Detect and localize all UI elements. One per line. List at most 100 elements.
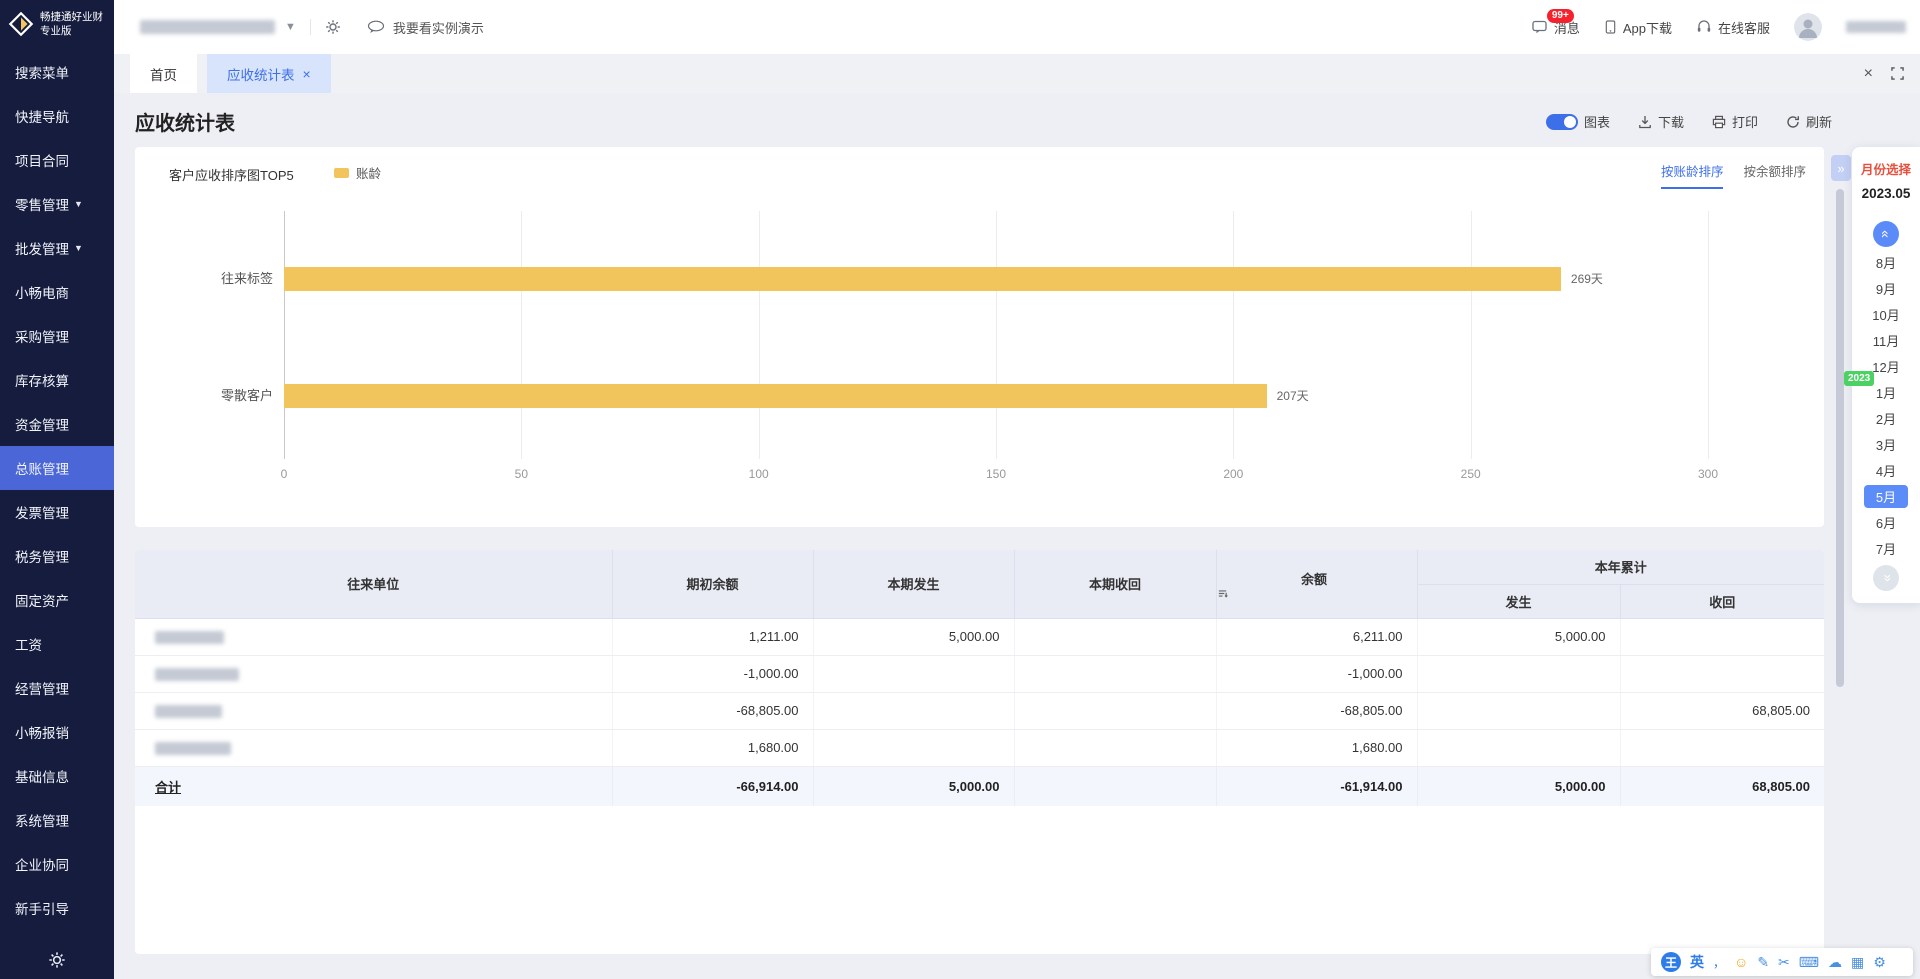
legend-series-name[interactable]: 账龄 (356, 167, 382, 181)
refresh-button[interactable]: 刷新 (1786, 112, 1832, 131)
month-item-3月[interactable]: 3月 (1852, 431, 1920, 457)
bar-往来标签[interactable]: 269天 (284, 267, 1603, 291)
vertical-scrollbar[interactable] (1836, 189, 1844, 687)
scroll-down-icon[interactable]: « (1873, 565, 1899, 591)
header-balance-label: 余额 (1300, 571, 1327, 587)
bar-零散客户[interactable]: 207天 (284, 384, 1309, 408)
sidebar-item[interactable]: 税务管理 (0, 534, 114, 578)
amount-cell: 6,211.00 (1216, 618, 1418, 656)
tabbar: 首页 应收统计表 × × (114, 54, 1920, 93)
sidebar-item[interactable]: 项目合同 (0, 138, 114, 182)
month-item-2月[interactable]: 2月 (1852, 405, 1920, 431)
table-row[interactable]: -1,000.00 -1,000.00 (135, 655, 1824, 693)
chart-view-toggle[interactable] (1545, 113, 1578, 130)
messages-button[interactable]: 消息 99+ (1531, 8, 1580, 37)
demo-link[interactable]: 我要看实例演示 (367, 18, 484, 37)
company-selector[interactable]: ▼ (140, 20, 296, 34)
sort-by-aging-tab[interactable]: 按账龄排序 (1660, 161, 1724, 189)
settings-gear-icon[interactable] (325, 19, 341, 35)
toolbox-icon[interactable]: ▦ (1851, 954, 1865, 970)
redacted-partner-name (155, 705, 222, 719)
table-row[interactable]: -68,805.00 -68,805.00 68,805.00 (135, 692, 1824, 730)
sidebar-item[interactable]: 总账管理 (0, 446, 114, 490)
sidebar-item[interactable]: 工资 (0, 622, 114, 666)
ime-logo[interactable]: 王 (1661, 952, 1681, 972)
month-item-1月[interactable]: 1月 (1852, 379, 1920, 405)
sidebar-item[interactable]: 企业协同 (0, 842, 114, 886)
table-row[interactable]: 1,680.00 1,680.00 (135, 729, 1824, 767)
sidebar-item[interactable]: 小畅报销 (0, 710, 114, 754)
ime-punctuation-mode[interactable]: ， (1713, 955, 1726, 970)
month-item-7月[interactable]: 7月 (1852, 535, 1920, 561)
total-label[interactable]: 合计 (135, 766, 613, 806)
sidebar-item-label: 工资 (15, 638, 42, 653)
sidebar-item[interactable]: 库存核算 (0, 358, 114, 402)
app-download-button[interactable]: App下载 (1604, 18, 1672, 37)
month-item-label: 10月 (1872, 307, 1900, 323)
header-beginning-balance: 期初余额 (612, 550, 814, 619)
smiley-icon[interactable]: ☺ (1734, 954, 1749, 970)
category-label: 零散客户 (220, 388, 273, 403)
amount-cell (1620, 618, 1824, 656)
month-item-9月[interactable]: 9月 (1852, 275, 1920, 301)
print-button[interactable]: 打印 (1712, 112, 1758, 131)
month-item-8月[interactable]: 8月 (1852, 249, 1920, 275)
month-item-11月[interactable]: 11月 (1852, 327, 1920, 353)
tab[interactable]: 首页 (130, 54, 197, 93)
sidebar-item-label: 系统管理 (15, 814, 69, 829)
scissors-icon[interactable]: ✂ (1778, 954, 1790, 970)
print-label: 打印 (1731, 115, 1758, 130)
sidebar-item[interactable]: 固定资产 (0, 578, 114, 622)
sidebar-item[interactable]: 资金管理 (0, 402, 114, 446)
chart-legend-title: 客户应收排序图TOP5 (169, 168, 294, 183)
sidebar-item[interactable]: 发票管理 (0, 490, 114, 534)
user-avatar[interactable] (1794, 13, 1822, 41)
sidebar-item[interactable]: 小畅电商 (0, 270, 114, 314)
amount-cell (1014, 655, 1217, 693)
month-item-12月[interactable]: 12月 (1852, 353, 1920, 379)
amount-cell (1417, 692, 1621, 730)
sidebar-item[interactable]: 快捷导航 (0, 94, 114, 138)
sidebar-item[interactable]: 批发管理 ▼ (0, 226, 114, 270)
tab[interactable]: 应收统计表 × (207, 54, 331, 93)
header-balance: 余额 (1216, 550, 1418, 619)
month-item-6月[interactable]: 6月 (1852, 509, 1920, 535)
month-item-5月[interactable]: 5月 (1852, 483, 1920, 509)
sidebar-item[interactable]: 零售管理 ▼ (0, 182, 114, 226)
online-service-button[interactable]: 在线客服 (1696, 18, 1770, 37)
close-all-tabs-icon[interactable]: × (1863, 64, 1873, 82)
total-amount-cell: 5,000.00 (1417, 766, 1621, 806)
chart-xaxis: 0 50 100 150 200 250 300 (281, 467, 1718, 483)
download-button[interactable]: 下载 (1638, 112, 1684, 131)
keyboard-icon[interactable]: ⌨ (1798, 954, 1819, 970)
sort-icon[interactable] (1217, 588, 1417, 599)
panel-collapse-icon[interactable]: » (1831, 155, 1851, 181)
sidebar-settings-gear-icon[interactable] (0, 951, 114, 969)
cloud-icon[interactable]: ☁ (1828, 954, 1842, 970)
scroll-up-icon[interactable]: « (1873, 221, 1899, 247)
amount-cell (1417, 655, 1621, 693)
partner-name-cell (135, 655, 613, 693)
fullscreen-icon[interactable] (1891, 67, 1904, 80)
sidebar-item[interactable]: 搜索菜单 (0, 50, 114, 94)
tab-close-icon[interactable]: × (302, 65, 311, 82)
table-row[interactable]: 1,211.00 5,000.00 6,211.00 5,000.00 (135, 618, 1824, 656)
sidebar-item[interactable]: 系统管理 (0, 798, 114, 842)
gear-icon[interactable]: ⚙ (1873, 954, 1886, 970)
amount-cell (1014, 729, 1217, 767)
sidebar-item[interactable]: 基础信息 (0, 754, 114, 798)
sidebar-item-label: 资金管理 (15, 418, 69, 433)
sort-by-balance-tab[interactable]: 按余额排序 (1743, 165, 1806, 179)
refresh-icon (1786, 115, 1800, 129)
pencil-icon[interactable]: ✎ (1757, 954, 1770, 970)
table-header: 往来单位 期初余额 本期发生 本期收回 余额 本年累计 发生 收回 (135, 550, 1824, 619)
month-item-10月[interactable]: 10月 (1852, 301, 1920, 327)
sidebar-item[interactable]: 经营管理 (0, 666, 114, 710)
month-item-label: 9月 (1875, 281, 1897, 297)
month-item-4月[interactable]: 4月 (1852, 457, 1920, 483)
sidebar-item[interactable]: 采购管理 (0, 314, 114, 358)
ime-language-mode[interactable]: 英 (1690, 954, 1704, 970)
sidebar-item[interactable]: 新手引导 (0, 886, 114, 930)
month-item-label: 6月 (1875, 515, 1897, 531)
demo-link-label: 我要看实例演示 (392, 20, 484, 36)
